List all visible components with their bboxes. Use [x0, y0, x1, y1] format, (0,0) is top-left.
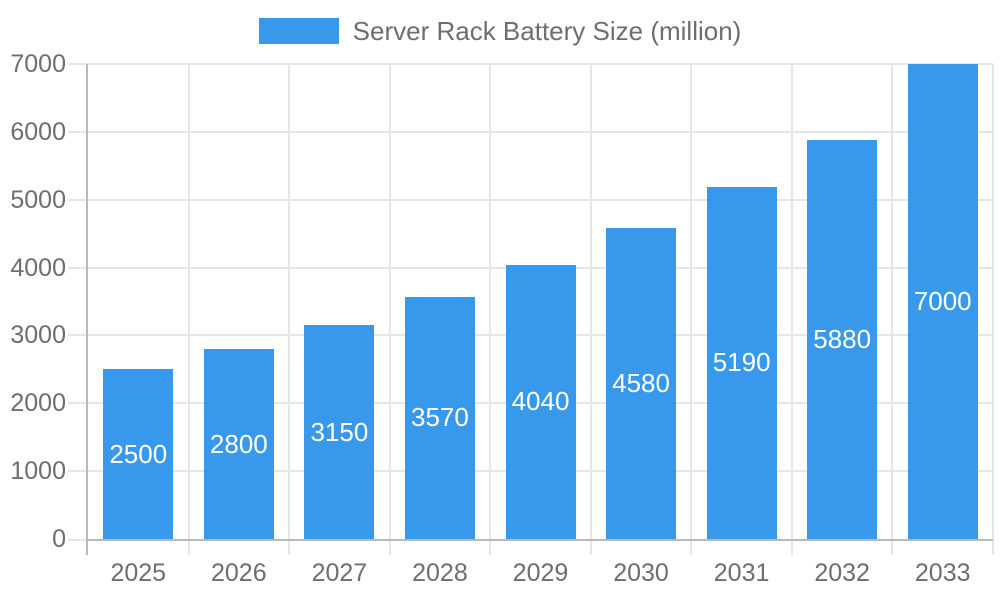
- x-axis-tick-labels: 2025 2026 2027 2028 2029 2030 2031 2032 2033: [88, 556, 993, 592]
- bar-value-label-2025: 2500: [109, 438, 168, 469]
- x-tick-1: [187, 539, 190, 555]
- x-tick-label-2027: 2027: [311, 559, 368, 587]
- bar-value-label-2026: 2800: [209, 428, 268, 459]
- y-tick-7000: [68, 63, 88, 65]
- bar-value-label-2027: 3150: [310, 416, 369, 447]
- y-tick-3000: [68, 334, 88, 337]
- bar-2031: 5190: [706, 186, 777, 539]
- x-tick-label-2028: 2028: [412, 559, 468, 587]
- bar-2033: 7000: [907, 64, 978, 539]
- bar-value-label-2032: 5880: [813, 324, 872, 354]
- bar-2026: 2800: [203, 349, 274, 539]
- x-tick-label-2030: 2030: [613, 559, 669, 587]
- x-tick-7: [790, 539, 793, 555]
- y-axis-line: [86, 64, 88, 539]
- y-tick-label-5000: 5000: [10, 185, 66, 214]
- gridline-v-1: [187, 64, 190, 539]
- y-tick-2000: [68, 402, 88, 405]
- y-tick-0: [68, 539, 88, 541]
- y-tick-4000: [68, 266, 88, 269]
- y-tick-label-1000: 1000: [10, 457, 66, 486]
- gridline-v-8: [891, 64, 894, 539]
- x-tick-label-2031: 2031: [713, 559, 770, 587]
- y-tick-label-0: 0: [52, 525, 66, 553]
- bar-2027: 3150: [304, 325, 375, 539]
- bar-value-label-2028: 3570: [411, 402, 469, 433]
- plot-area: 2500 2800 3150 3570 4040 4580 5190 5880 7000: [68, 63, 994, 555]
- bar-value-label-2029: 4040: [511, 386, 570, 417]
- gridline-h-5000: [88, 198, 993, 201]
- gridline-v-2: [288, 64, 291, 539]
- x-tick-0: [86, 539, 88, 555]
- bar-2030: 4580: [606, 228, 677, 539]
- x-tick-6: [690, 539, 693, 555]
- gridline-v-5: [589, 64, 592, 539]
- chart-legend-item[interactable]: Server Rack Battery Size (million): [0, 16, 1000, 46]
- x-tick-4: [489, 539, 492, 555]
- gridline-v-7: [790, 64, 793, 539]
- y-axis-tick-labels: 0 1000 2000 3000 4000 5000 6000 7000: [0, 50, 66, 553]
- y-tick-label-2000: 2000: [10, 389, 66, 418]
- y-tick-5000: [68, 198, 88, 201]
- bar-2025: 2500: [103, 369, 174, 539]
- x-tick-9: [992, 539, 994, 555]
- bar-value-label-2031: 5190: [712, 347, 771, 378]
- y-tick-label-6000: 6000: [10, 117, 66, 146]
- y-tick-label-3000: 3000: [10, 321, 66, 350]
- gridline-v-9: [992, 64, 994, 539]
- x-tick-label-2033: 2033: [914, 559, 971, 587]
- legend-label: Server Rack Battery Size (million): [352, 16, 742, 46]
- x-tick-3: [388, 539, 391, 555]
- y-tick-label-7000: 7000: [10, 50, 66, 78]
- x-tick-5: [589, 539, 592, 555]
- x-tick-2: [288, 539, 291, 555]
- gridline-h-7000: [88, 63, 993, 65]
- gridline-v-6: [690, 64, 693, 539]
- x-tick-label-2026: 2026: [211, 559, 267, 587]
- y-tick-1000: [68, 470, 88, 473]
- bar-2029: 4040: [505, 264, 576, 539]
- gridline-v-3: [388, 64, 391, 539]
- x-tick-label-2029: 2029: [512, 559, 569, 587]
- x-tick-8: [891, 539, 894, 555]
- y-tick-6000: [68, 130, 88, 133]
- bar-2028: 3570: [404, 296, 475, 539]
- gridline-h-6000: [88, 130, 993, 133]
- bar-value-label-2030: 4580: [612, 368, 670, 399]
- y-tick-label-4000: 4000: [10, 253, 66, 282]
- legend-swatch: [258, 18, 339, 44]
- gridline-v-4: [489, 64, 492, 539]
- bar-value-label-2033: 7000: [913, 286, 972, 316]
- x-axis-baseline: [88, 539, 993, 541]
- x-tick-label-2025: 2025: [110, 559, 167, 587]
- x-tick-label-2032: 2032: [814, 559, 870, 587]
- bar-2032: 5880: [807, 140, 878, 539]
